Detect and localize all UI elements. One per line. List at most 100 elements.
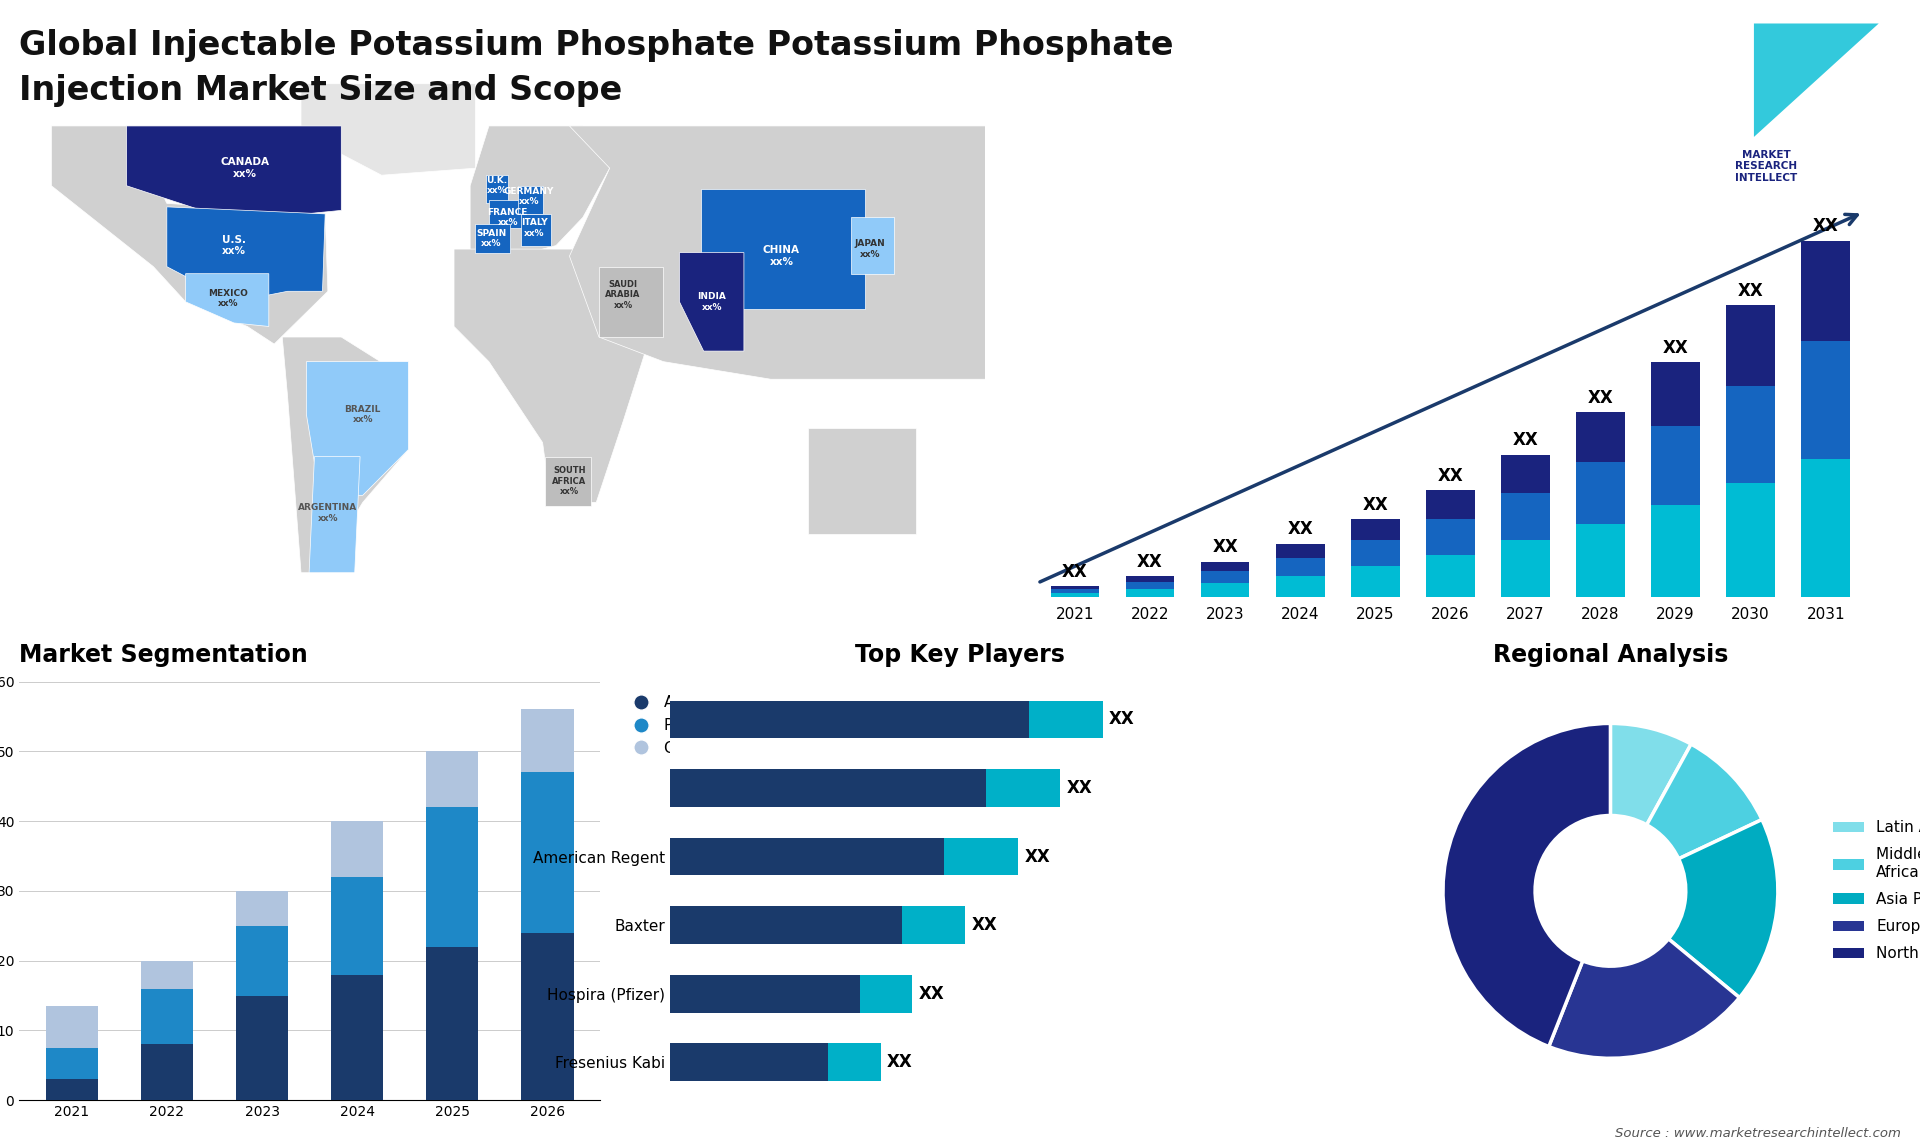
Polygon shape bbox=[453, 249, 651, 502]
Text: CANADA
xx%: CANADA xx% bbox=[221, 157, 269, 179]
Text: XX: XX bbox=[1286, 520, 1313, 539]
Circle shape bbox=[1536, 816, 1686, 966]
Polygon shape bbox=[808, 429, 916, 534]
Polygon shape bbox=[167, 207, 324, 301]
Bar bbox=[1726, 386, 1776, 484]
Bar bbox=[236, 996, 288, 1100]
Text: XX: XX bbox=[1663, 338, 1688, 356]
Legend: Latin America, Middle East &
Africa, Asia Pacific, Europe, North America: Latin America, Middle East & Africa, Asi… bbox=[1828, 814, 1920, 967]
Polygon shape bbox=[127, 126, 342, 221]
Bar bbox=[1501, 540, 1549, 597]
Bar bbox=[945, 838, 1018, 876]
Text: U.K.
xx%: U.K. xx% bbox=[486, 176, 507, 196]
Text: FRANCE
xx%: FRANCE xx% bbox=[488, 207, 528, 227]
Text: JAPAN
xx%: JAPAN xx% bbox=[854, 240, 885, 259]
Bar bbox=[1576, 524, 1624, 597]
Bar bbox=[46, 1006, 98, 1047]
Bar bbox=[1352, 519, 1400, 540]
Bar bbox=[670, 769, 987, 807]
Polygon shape bbox=[309, 456, 361, 573]
Bar bbox=[1427, 555, 1475, 597]
Bar bbox=[330, 974, 384, 1100]
Polygon shape bbox=[518, 186, 543, 214]
Bar bbox=[670, 838, 945, 876]
Polygon shape bbox=[301, 84, 476, 175]
Bar bbox=[1050, 592, 1100, 597]
Bar bbox=[426, 947, 478, 1100]
Polygon shape bbox=[545, 456, 591, 505]
Polygon shape bbox=[307, 362, 409, 495]
Wedge shape bbox=[1668, 819, 1778, 997]
Bar bbox=[1200, 571, 1250, 583]
Text: MARKET
RESEARCH
INTELLECT: MARKET RESEARCH INTELLECT bbox=[1736, 149, 1797, 182]
Bar bbox=[140, 1044, 194, 1100]
Polygon shape bbox=[52, 126, 328, 344]
Bar bbox=[987, 769, 1060, 807]
Bar bbox=[1501, 455, 1549, 493]
Text: SPAIN
xx%: SPAIN xx% bbox=[476, 229, 507, 249]
Text: Injection Market Size and Scope: Injection Market Size and Scope bbox=[19, 74, 622, 108]
Bar bbox=[520, 772, 574, 933]
Text: XX: XX bbox=[920, 984, 945, 1003]
Text: XX: XX bbox=[1513, 431, 1538, 449]
Bar bbox=[46, 1047, 98, 1080]
Text: XX: XX bbox=[1025, 848, 1050, 865]
Text: XX: XX bbox=[1068, 779, 1092, 796]
Text: SOUTH
AFRICA
xx%: SOUTH AFRICA xx% bbox=[553, 466, 588, 496]
Text: XX: XX bbox=[1110, 711, 1135, 729]
Polygon shape bbox=[186, 274, 269, 327]
Bar bbox=[1029, 700, 1102, 738]
Text: ITALY
xx%: ITALY xx% bbox=[520, 218, 547, 237]
Bar bbox=[330, 821, 384, 877]
Polygon shape bbox=[470, 126, 611, 256]
Bar bbox=[1275, 576, 1325, 597]
Bar bbox=[1050, 586, 1100, 589]
Polygon shape bbox=[282, 337, 409, 573]
Polygon shape bbox=[701, 189, 864, 309]
Text: XX: XX bbox=[1363, 495, 1388, 513]
Text: U.S.
xx%: U.S. xx% bbox=[223, 235, 246, 257]
Bar bbox=[902, 906, 966, 944]
Bar bbox=[860, 975, 912, 1013]
Bar bbox=[1125, 582, 1175, 589]
Bar bbox=[1275, 558, 1325, 576]
Bar bbox=[1352, 566, 1400, 597]
Bar bbox=[1275, 543, 1325, 558]
Bar bbox=[1801, 340, 1851, 460]
Bar bbox=[1801, 241, 1851, 340]
Bar bbox=[670, 1043, 828, 1081]
Bar bbox=[670, 700, 1029, 738]
Bar bbox=[520, 709, 574, 772]
Bar bbox=[426, 807, 478, 947]
Bar bbox=[1125, 589, 1175, 597]
Bar bbox=[1200, 562, 1250, 571]
Bar bbox=[1501, 493, 1549, 540]
Text: INDIA
xx%: INDIA xx% bbox=[697, 292, 726, 312]
Text: CHINA
xx%: CHINA xx% bbox=[762, 245, 801, 267]
Text: XX: XX bbox=[1438, 466, 1463, 485]
Bar bbox=[1651, 426, 1699, 504]
Bar bbox=[1125, 576, 1175, 582]
Text: XX: XX bbox=[1212, 539, 1238, 556]
Polygon shape bbox=[599, 267, 664, 337]
Bar bbox=[1801, 460, 1851, 597]
Bar bbox=[330, 877, 384, 974]
Polygon shape bbox=[520, 214, 551, 245]
Text: ARGENTINA
xx%: ARGENTINA xx% bbox=[298, 503, 357, 523]
Bar bbox=[1726, 484, 1776, 597]
Bar bbox=[426, 752, 478, 807]
Bar bbox=[236, 926, 288, 996]
Bar bbox=[46, 1080, 98, 1100]
Text: XX: XX bbox=[972, 916, 996, 934]
Bar bbox=[1651, 362, 1699, 426]
Bar bbox=[1576, 411, 1624, 462]
Bar bbox=[236, 890, 288, 926]
Bar bbox=[1427, 519, 1475, 555]
Text: BRAZIL
xx%: BRAZIL xx% bbox=[344, 405, 380, 424]
Bar bbox=[1427, 490, 1475, 519]
Wedge shape bbox=[1549, 939, 1740, 1058]
Wedge shape bbox=[1611, 723, 1692, 825]
Text: XX: XX bbox=[1588, 388, 1613, 407]
Polygon shape bbox=[1755, 23, 1878, 136]
Text: GERMANY
xx%: GERMANY xx% bbox=[503, 187, 555, 206]
